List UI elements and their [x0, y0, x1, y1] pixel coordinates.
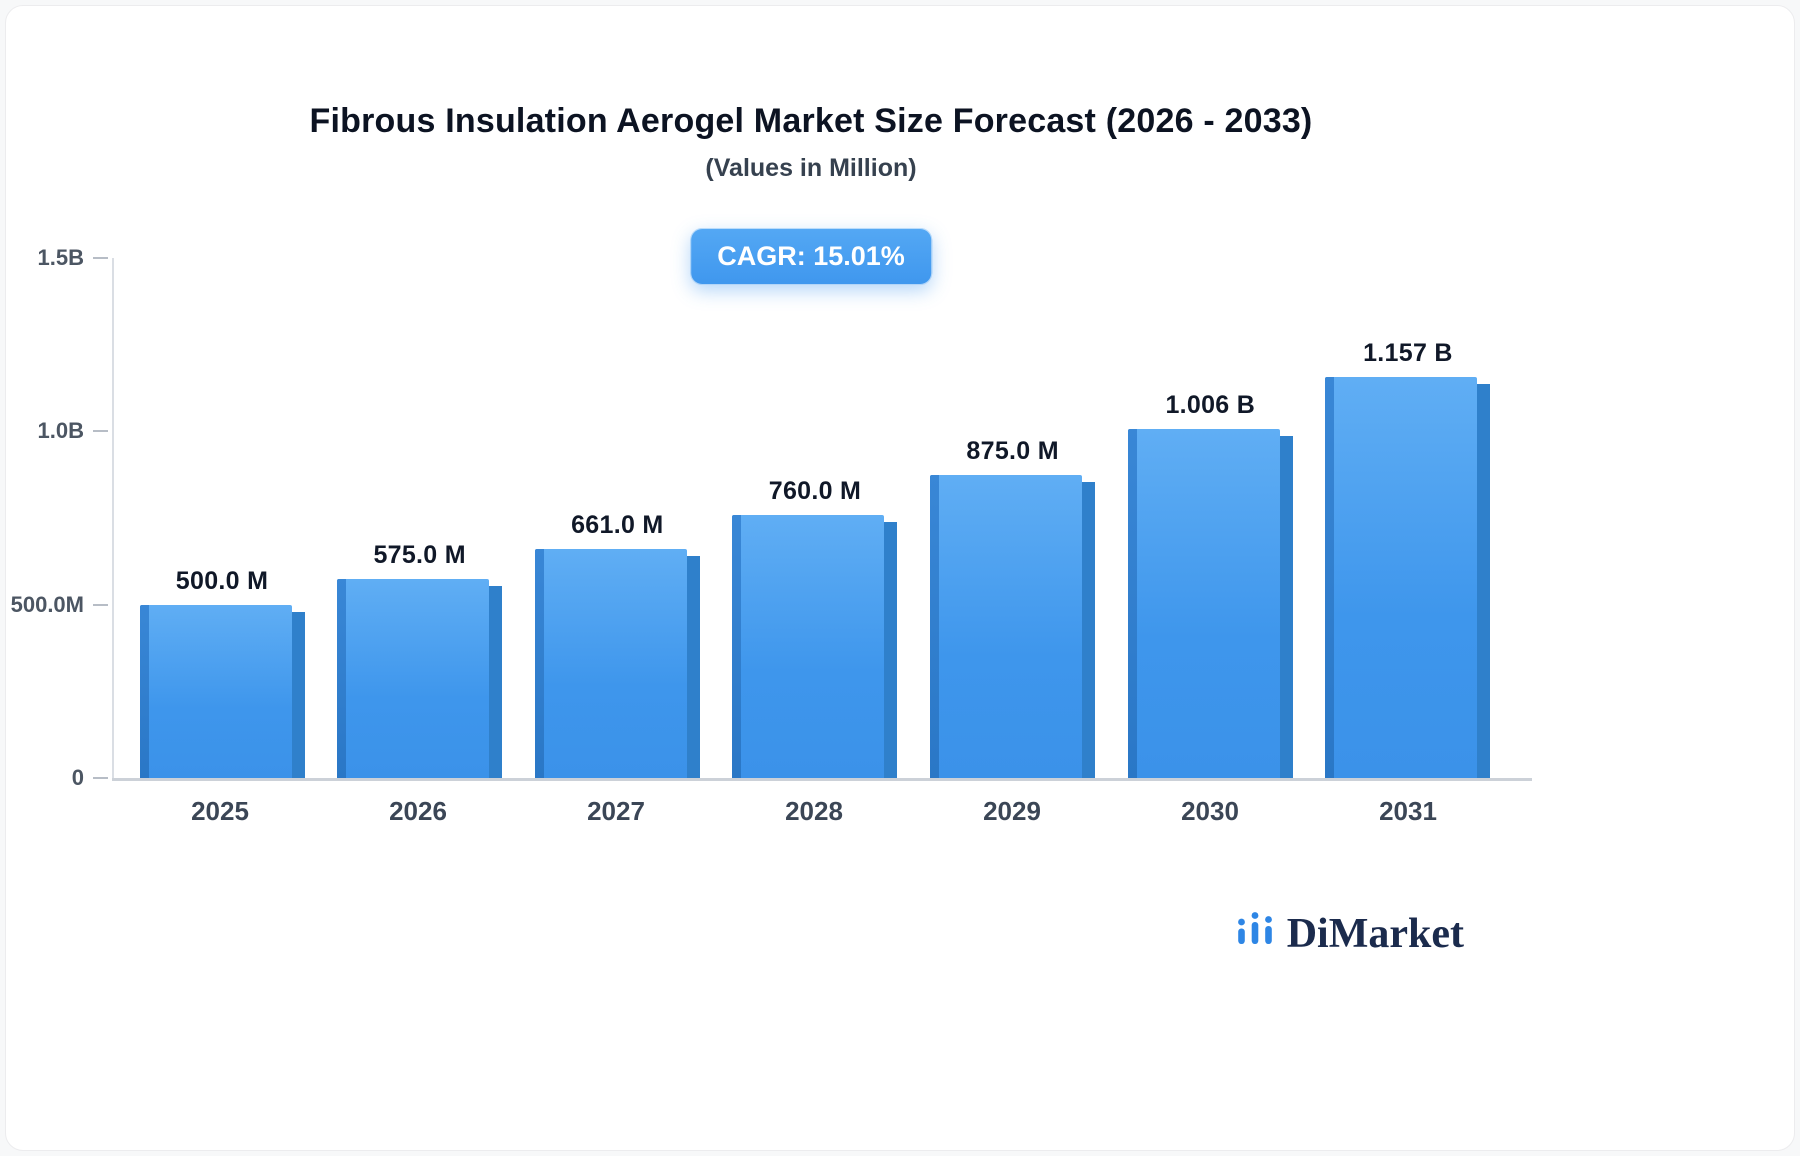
bar-group: 875.0 M	[919, 436, 1107, 779]
bar-group: 500.0 M	[128, 566, 316, 779]
y-tick-mark	[93, 777, 108, 779]
x-axis-label: 2028	[785, 796, 843, 826]
bar-chart: 0 500.0M 1.0B 1.5B 500.0 M 575.0 M 661.0 M 760…	[11, 245, 1532, 827]
x-axis-label: 2030	[1181, 796, 1239, 826]
bar[interactable]	[1325, 376, 1491, 779]
bar-group: 1.157 B	[1314, 338, 1502, 779]
y-tick-mark	[93, 603, 108, 606]
bar[interactable]	[337, 578, 503, 779]
x-axis-labels: 2025 2026 2027 2028 2029 2030 2031	[112, 796, 1516, 827]
bar-value-label: 875.0 M	[966, 436, 1059, 465]
x-axis-label: 2025	[191, 796, 249, 826]
plot-column: 500.0 M 575.0 M 661.0 M 760.0 M 875.0 M 1.006…	[112, 258, 1532, 827]
bar-group: 760.0 M	[721, 476, 909, 778]
bar[interactable]	[139, 604, 305, 779]
y-tick-label: 500.0M	[11, 592, 108, 618]
dimarket-logo: DiMarket	[1233, 906, 1464, 955]
bar-group: 661.0 M	[523, 510, 711, 779]
bar-value-label: 661.0 M	[571, 510, 664, 539]
y-tick-label: 1.0B	[38, 418, 108, 444]
y-tick-label: 0	[72, 765, 108, 791]
x-axis-label: 2031	[1379, 796, 1437, 826]
y-tick-mark	[93, 257, 108, 259]
chart-subtitle: (Values in Million)	[705, 154, 917, 182]
bar-value-label: 575.0 M	[373, 540, 466, 569]
y-axis: 0 500.0M 1.0B 1.5B	[11, 245, 112, 790]
bar-value-label: 1.157 B	[1363, 338, 1453, 367]
chart-title: Fibrous Insulation Aerogel Market Size F…	[309, 102, 1313, 140]
bar-value-label: 760.0 M	[768, 476, 862, 505]
bar[interactable]	[1127, 429, 1293, 778]
bar-value-label: 1.006 B	[1165, 391, 1256, 420]
chart-card: Fibrous Insulation Aerogel Market Size F…	[5, 5, 1795, 1151]
dimarket-logo-icon	[1233, 906, 1277, 955]
bar-group: 1.006 B	[1116, 391, 1304, 778]
bar-group: 575.0 M	[326, 540, 514, 779]
y-tick-label: 1.5B	[38, 245, 108, 271]
cagr-badge: CAGR: 15.01%	[690, 228, 932, 285]
x-axis-label: 2026	[389, 796, 447, 826]
bar-value-label: 500.0 M	[175, 566, 269, 595]
bar[interactable]	[534, 548, 700, 779]
x-axis-label: 2027	[587, 796, 645, 826]
y-tick-mark	[93, 430, 108, 433]
bar[interactable]	[930, 474, 1096, 779]
x-axis-label: 2029	[983, 796, 1041, 826]
bar[interactable]	[732, 514, 898, 778]
dimarket-logo-text: DiMarket	[1286, 911, 1464, 957]
plot-area: 500.0 M 575.0 M 661.0 M 760.0 M 875.0 M 1.006…	[112, 258, 1532, 781]
bars-row: 500.0 M 575.0 M 661.0 M 760.0 M 875.0 M 1.006…	[114, 338, 1516, 779]
